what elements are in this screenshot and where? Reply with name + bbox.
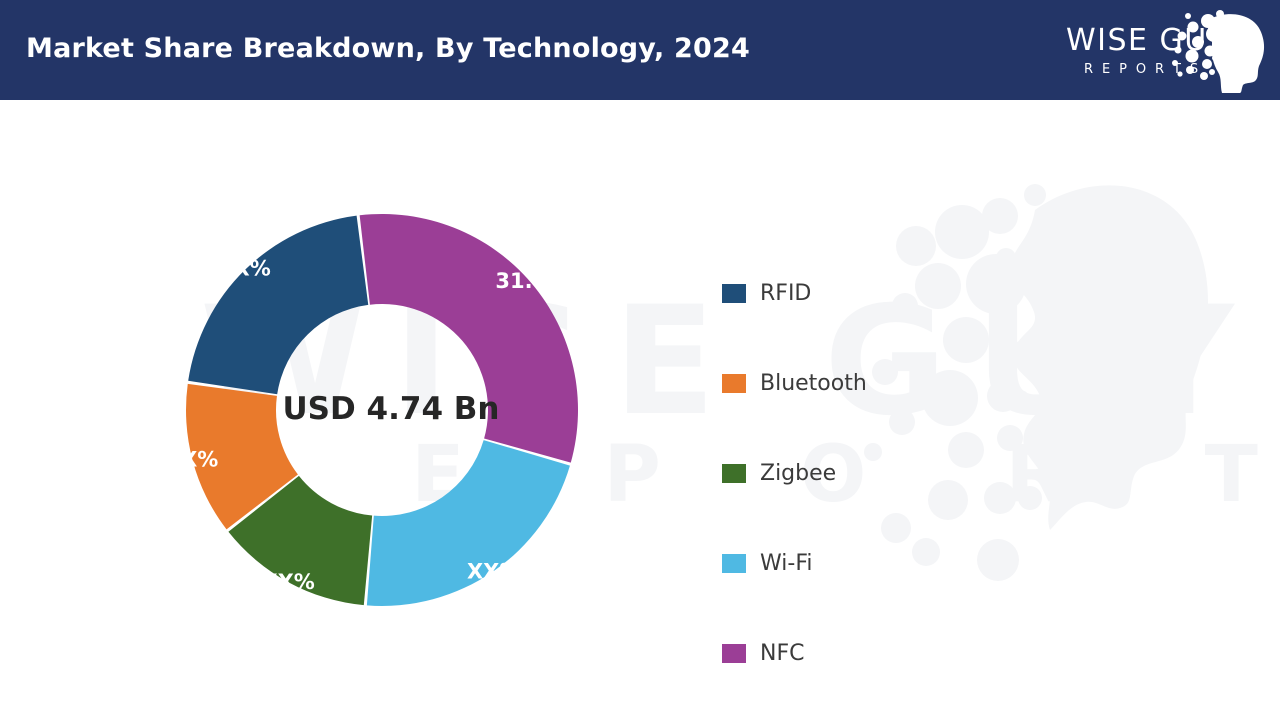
legend-swatch-icon xyxy=(722,643,746,663)
slice-label-wi-fi: XX% xyxy=(467,559,520,583)
legend-label: Zigbee xyxy=(760,460,837,486)
legend-item-wifi[interactable]: Wi-Fi xyxy=(722,518,982,608)
legend-item-zigbee[interactable]: Zigbee xyxy=(722,428,982,518)
legend-label: Bluetooth xyxy=(760,370,867,396)
donut-slice-wi-fi[interactable] xyxy=(366,440,570,606)
legend-item-bluetooth[interactable]: Bluetooth xyxy=(722,338,982,428)
donut-slice-zigbee[interactable] xyxy=(228,475,373,606)
chart-legend: RFID Bluetooth Zigbee Wi-Fi NFC xyxy=(722,248,982,698)
wise-guy-reports-logo: WISE GUY R E P O R T S xyxy=(1062,6,1272,94)
legend-swatch-icon xyxy=(722,463,746,483)
donut-chart: 31.4% XX% XX% XX% XX% USD 4.74 Bn xyxy=(90,100,690,720)
slice-label-bluetooth: XX% xyxy=(165,448,218,472)
donut-slice-nfc[interactable] xyxy=(359,214,578,463)
legend-label: NFC xyxy=(760,640,805,666)
page-title: Market Share Breakdown, By Technology, 2… xyxy=(26,33,751,64)
chart-body: WISE GUY R E P O R T S xyxy=(0,100,1280,720)
legend-swatch-icon xyxy=(722,553,746,573)
svg-text:R E P O R T S: R E P O R T S xyxy=(1084,62,1201,77)
legend-swatch-icon xyxy=(722,373,746,393)
legend-label: Wi-Fi xyxy=(760,550,813,576)
donut-slice-rfid[interactable] xyxy=(188,215,369,395)
legend-label: RFID xyxy=(760,280,812,306)
slice-label-nfc: 31.4% xyxy=(495,269,568,293)
legend-item-rfid[interactable]: RFID xyxy=(722,248,982,338)
logo-head-icon xyxy=(1172,10,1265,93)
slice-label-zigbee: XX% xyxy=(261,570,314,594)
donut-slice-bluetooth[interactable] xyxy=(186,383,298,530)
slice-label-rfid: XX% xyxy=(217,256,270,280)
legend-swatch-icon xyxy=(722,283,746,303)
legend-item-nfc[interactable]: NFC xyxy=(722,608,982,698)
header-bar: Market Share Breakdown, By Technology, 2… xyxy=(0,0,1280,100)
